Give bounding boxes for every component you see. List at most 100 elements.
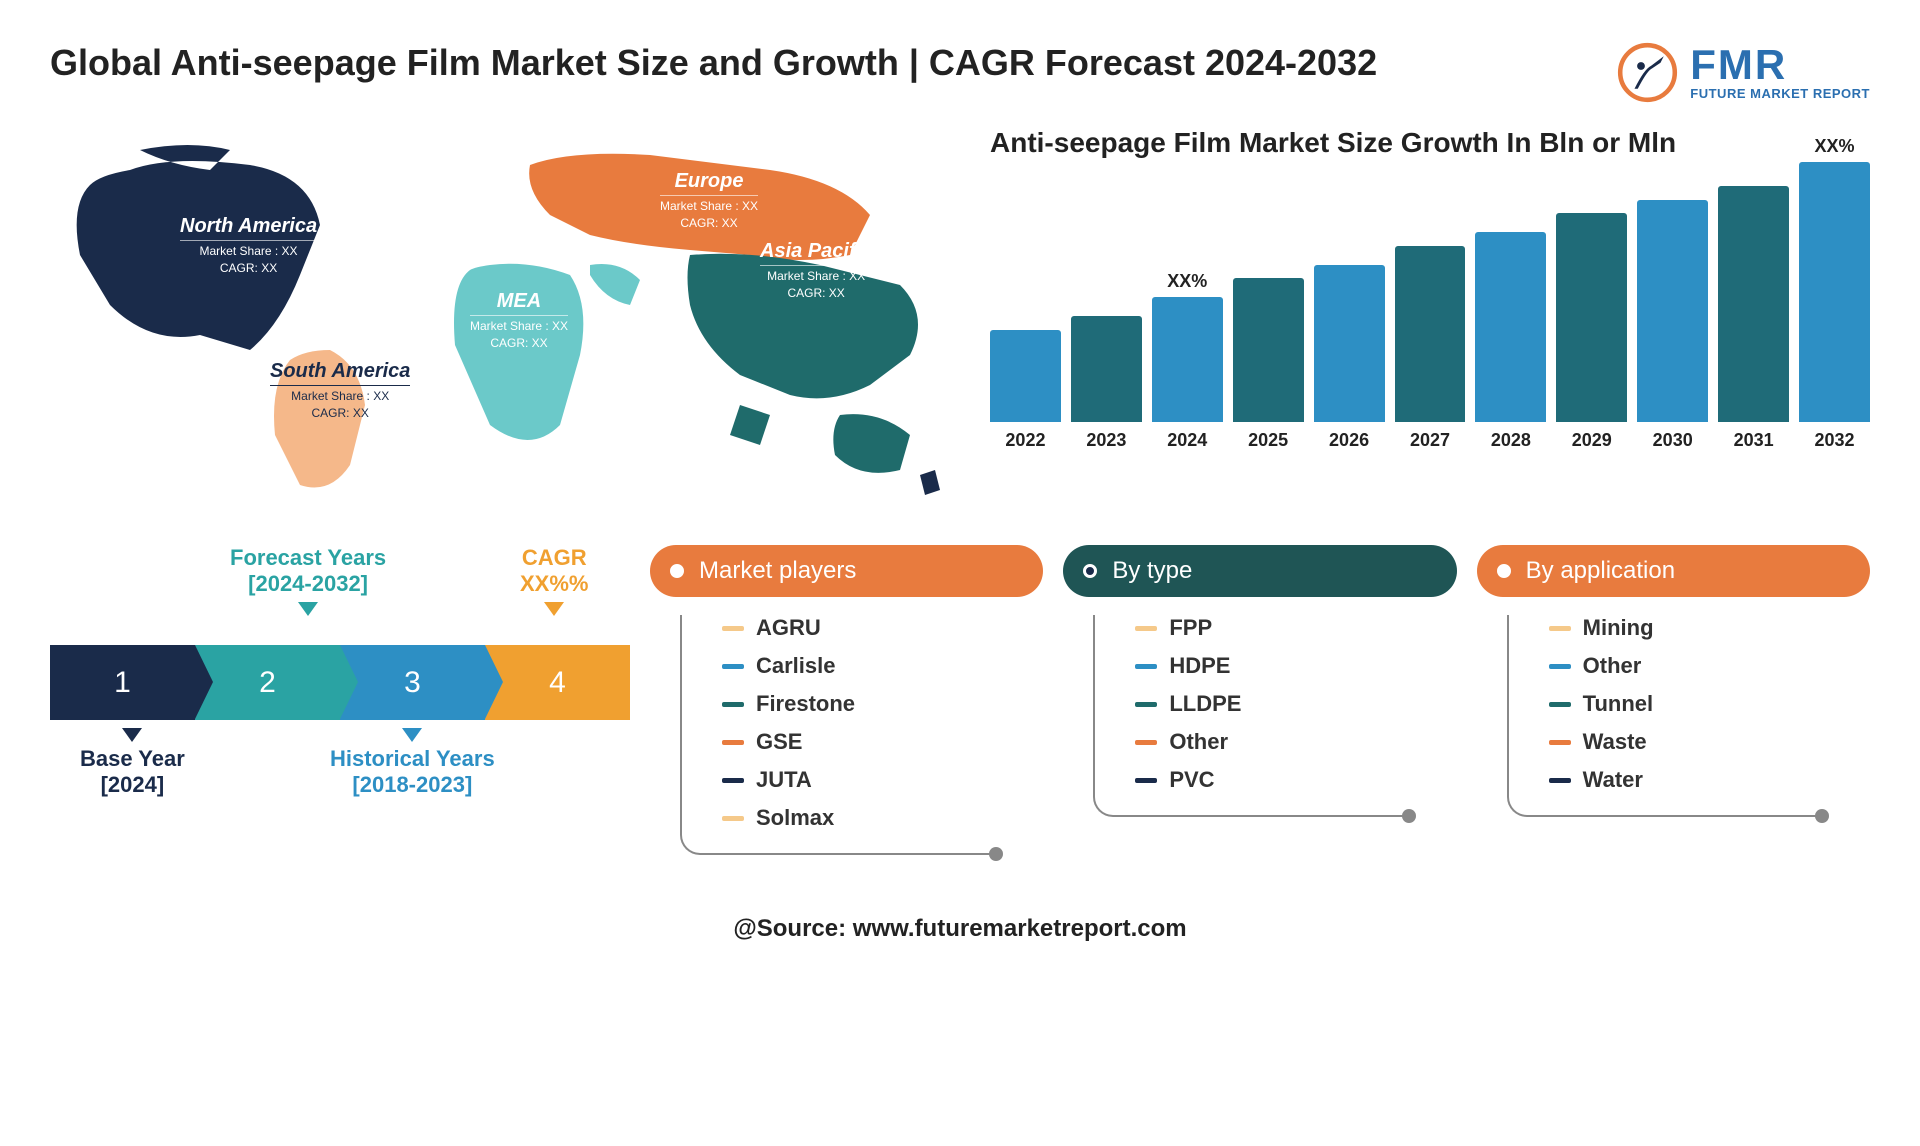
- bar-year-label: 2023: [1086, 430, 1126, 451]
- category-title: By application: [1526, 557, 1675, 585]
- timeline: Forecast Years[2024-2032] CAGRXX%% 1234 …: [50, 545, 630, 855]
- category-item-label: Mining: [1583, 615, 1654, 641]
- bar-2030: 2030: [1637, 195, 1708, 452]
- category-item-label: LLDPE: [1169, 691, 1241, 717]
- category-item: JUTA: [722, 767, 995, 793]
- bar-rect: [1799, 162, 1870, 422]
- dash-icon: [1135, 664, 1157, 669]
- logo-text-sub: FUTURE MARKET REPORT: [1690, 86, 1870, 101]
- region-cagr: CAGR: XX: [470, 335, 568, 352]
- bullet-icon: [670, 564, 684, 578]
- region-label-asia-pacific: Asia Pacific Market Share : XX CAGR: XX: [760, 240, 872, 302]
- category-item: Other: [1549, 653, 1822, 679]
- region-label-mea: MEA Market Share : XX CAGR: XX: [470, 290, 568, 352]
- region-name: North America: [180, 215, 317, 238]
- category-item-label: Tunnel: [1583, 691, 1653, 717]
- bar-2024: XX% 2024: [1152, 271, 1223, 451]
- timeline-top-label: Forecast Years[2024-2032]: [230, 545, 386, 616]
- region-share: Market Share : XX: [180, 240, 317, 260]
- bar-year-label: 2026: [1329, 430, 1369, 451]
- category-item: Waste: [1549, 729, 1822, 755]
- dash-icon: [1135, 778, 1157, 783]
- category-item: Carlisle: [722, 653, 995, 679]
- chevron-down-icon: [402, 728, 422, 742]
- category-item-label: FPP: [1169, 615, 1212, 641]
- category-item-label: Other: [1169, 729, 1228, 755]
- category-item: Tunnel: [1549, 691, 1822, 717]
- chevron-down-icon: [122, 728, 142, 742]
- category-item: PVC: [1135, 767, 1408, 793]
- fmr-logo-icon: [1615, 40, 1680, 105]
- bar-2029: 2029: [1556, 208, 1627, 451]
- category-item: LLDPE: [1135, 691, 1408, 717]
- source-text: @Source: www.futuremarketreport.com: [50, 915, 1870, 943]
- category-list: FPP HDPE LLDPE Other PVC: [1093, 615, 1408, 817]
- world-map: North America Market Share : XX CAGR: XX…: [50, 125, 950, 505]
- category-header: By application: [1477, 545, 1870, 597]
- top-section: North America Market Share : XX CAGR: XX…: [50, 125, 1870, 505]
- bar-year-label: 2030: [1653, 430, 1693, 451]
- bar-year-label: 2029: [1572, 430, 1612, 451]
- category-by-type: By type FPP HDPE LLDPE Other PVC: [1063, 545, 1456, 855]
- category-by-application: By application Mining Other Tunnel Waste…: [1477, 545, 1870, 855]
- bar-rect: [1152, 297, 1223, 422]
- category-item: Firestone: [722, 691, 995, 717]
- timeline-segment-1: 1: [50, 645, 195, 720]
- bar-year-label: 2024: [1167, 430, 1207, 451]
- bar-top-label: XX%: [1815, 136, 1855, 157]
- category-list: Mining Other Tunnel Waste Water: [1507, 615, 1822, 817]
- chevron-down-icon: [298, 602, 318, 616]
- category-item: Solmax: [722, 805, 995, 831]
- bar-year-label: 2022: [1005, 430, 1045, 451]
- dash-icon: [1549, 778, 1571, 783]
- dash-icon: [722, 702, 744, 707]
- bar-2026: 2026: [1314, 260, 1385, 452]
- region-name: Asia Pacific: [760, 240, 872, 263]
- category-header: By type: [1063, 545, 1456, 597]
- bottom-section: Forecast Years[2024-2032] CAGRXX%% 1234 …: [50, 545, 1870, 855]
- bullet-icon: [1497, 564, 1511, 578]
- header: Global Anti-seepage Film Market Size and…: [50, 40, 1870, 105]
- timeline-bottom-label: Base Year[2024]: [80, 728, 185, 799]
- bar-chart-container: Anti-seepage Film Market Size Growth In …: [990, 125, 1870, 505]
- region-share: Market Share : XX: [760, 265, 872, 285]
- category-item-label: Solmax: [756, 805, 834, 831]
- bar-rect: [1637, 200, 1708, 423]
- dash-icon: [1549, 740, 1571, 745]
- region-label-south-america: South America Market Share : XX CAGR: XX: [270, 360, 410, 422]
- dash-icon: [722, 816, 744, 821]
- category-item-label: GSE: [756, 729, 802, 755]
- bar-2023: 2023: [1071, 311, 1142, 452]
- chart-title: Anti-seepage Film Market Size Growth In …: [990, 125, 1870, 161]
- category-item: AGRU: [722, 615, 995, 641]
- timeline-bottom-label: Historical Years[2018-2023]: [330, 728, 495, 799]
- category-title: By type: [1112, 557, 1192, 585]
- region-share: Market Share : XX: [660, 195, 758, 215]
- chevron-down-icon: [544, 602, 564, 616]
- region-label-north-america: North America Market Share : XX CAGR: XX: [180, 215, 317, 277]
- region-cagr: CAGR: XX: [660, 215, 758, 232]
- category-item: Water: [1549, 767, 1822, 793]
- bar-2028: 2028: [1475, 227, 1546, 451]
- category-item: Other: [1135, 729, 1408, 755]
- page-title: Global Anti-seepage Film Market Size and…: [50, 40, 1377, 87]
- category-item-label: AGRU: [756, 615, 821, 641]
- dash-icon: [1549, 626, 1571, 631]
- bar-rect: [1475, 232, 1546, 422]
- bar-2031: 2031: [1718, 181, 1789, 452]
- logo: FMR FUTURE MARKET REPORT: [1615, 40, 1870, 105]
- bar-rect: [1718, 186, 1789, 423]
- category-title: Market players: [699, 557, 856, 585]
- region-share: Market Share : XX: [470, 315, 568, 335]
- dash-icon: [722, 664, 744, 669]
- category-item-label: JUTA: [756, 767, 812, 793]
- dash-icon: [722, 626, 744, 631]
- region-name: Europe: [660, 170, 758, 193]
- bar-2027: 2027: [1395, 241, 1466, 451]
- dash-icon: [722, 740, 744, 745]
- category-market-players: Market players AGRU Carlisle Firestone G…: [650, 545, 1043, 855]
- region-cagr: CAGR: XX: [760, 285, 872, 302]
- region-name: MEA: [470, 290, 568, 313]
- bar-year-label: 2025: [1248, 430, 1288, 451]
- bar-2022: 2022: [990, 325, 1061, 452]
